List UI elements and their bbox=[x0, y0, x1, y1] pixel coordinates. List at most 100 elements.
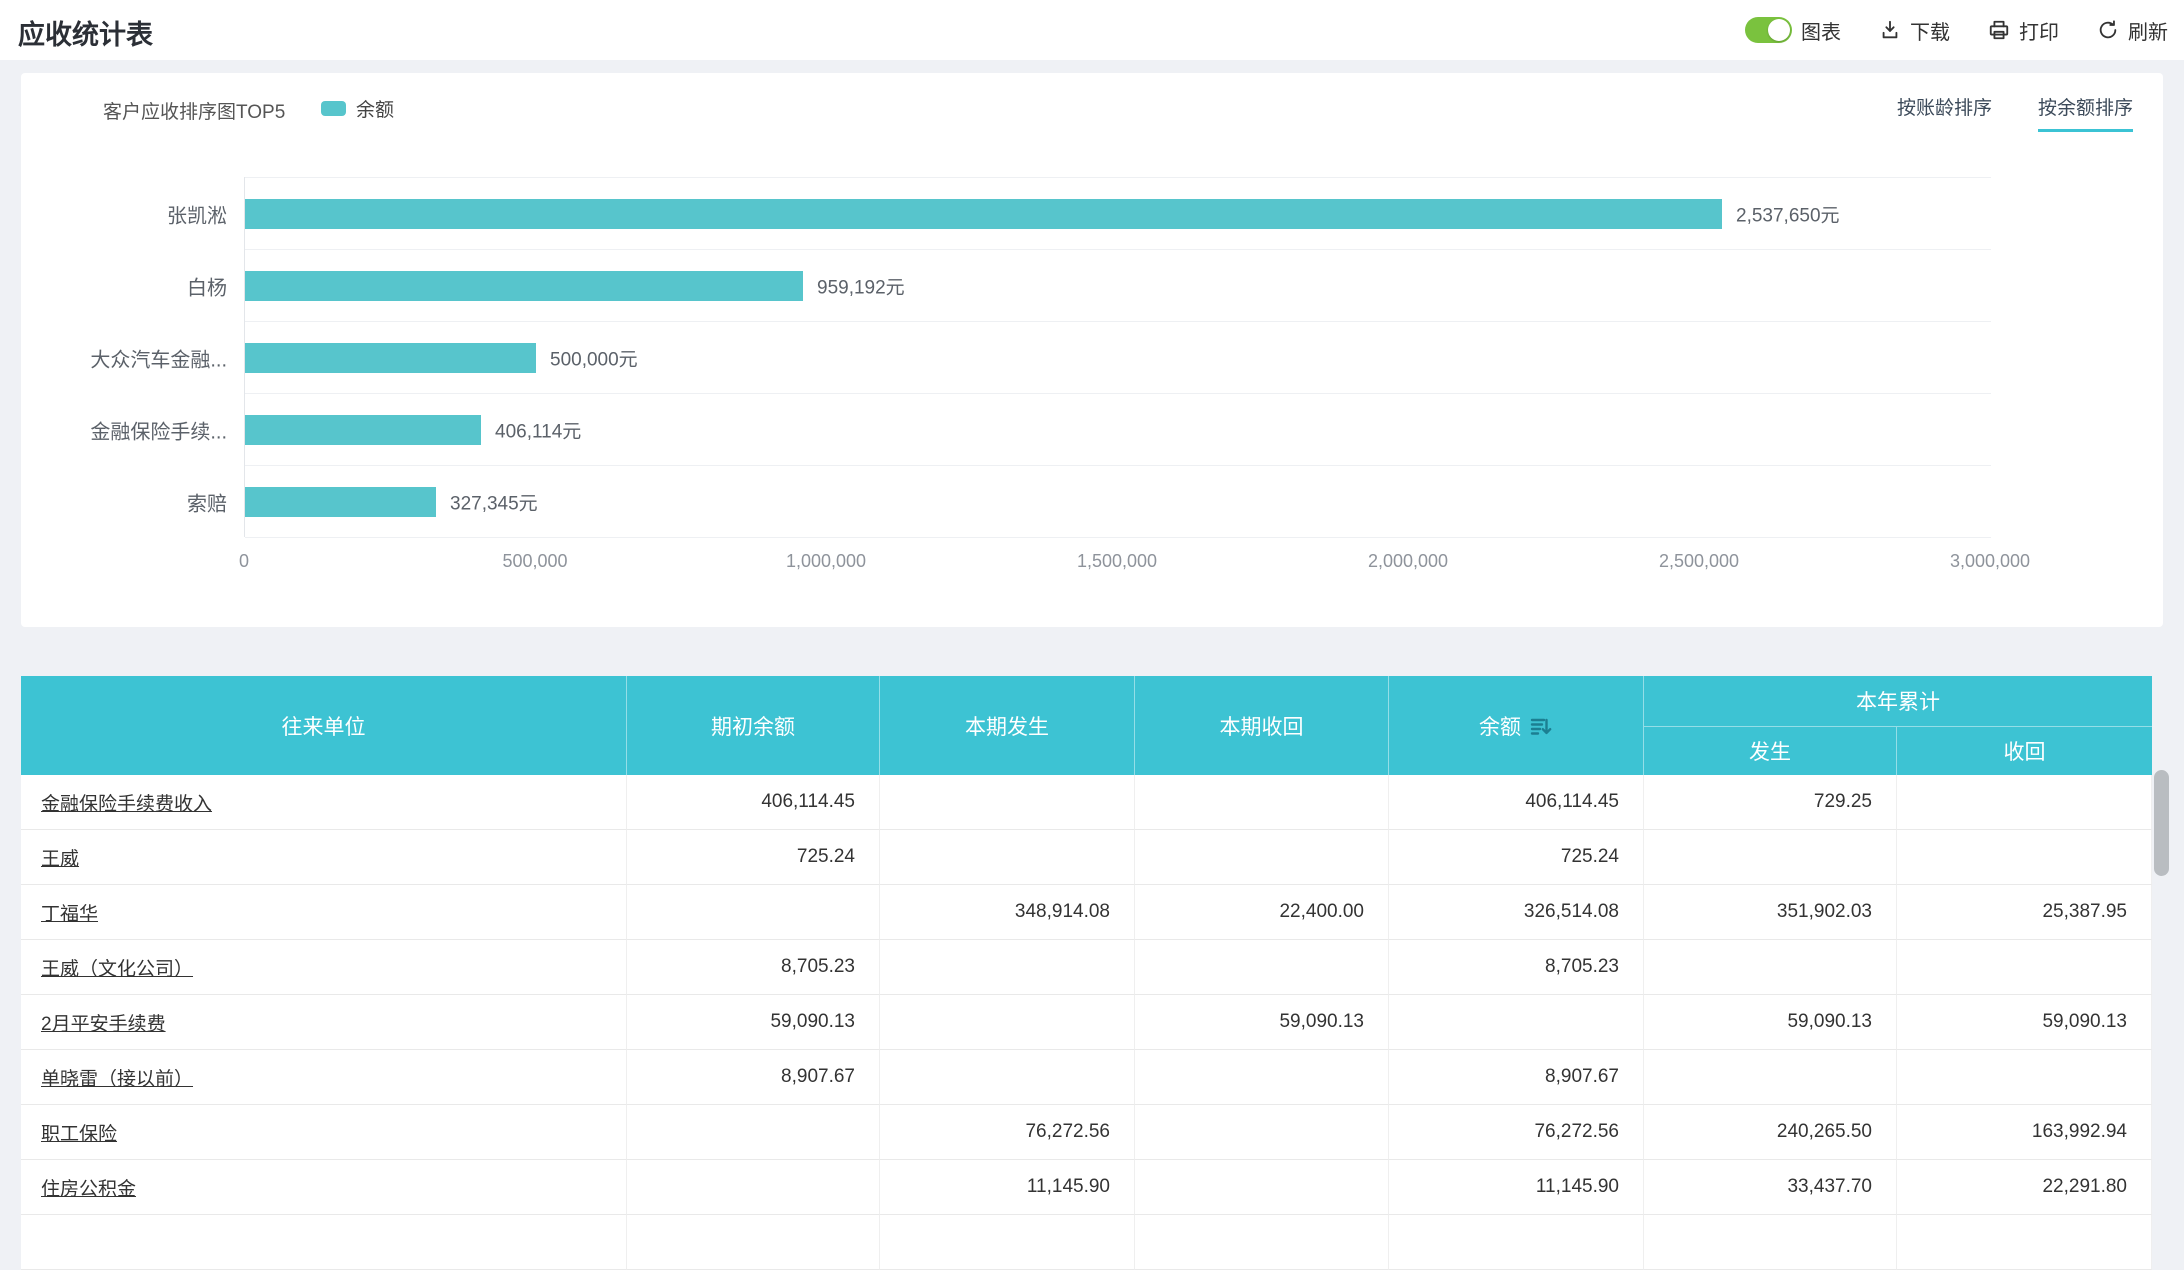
amount-cell: 406,114.45 bbox=[1389, 775, 1644, 830]
bar-3[interactable] bbox=[245, 342, 536, 373]
amount-cell bbox=[1644, 1215, 1897, 1270]
amount-cell: 163,992.94 bbox=[1897, 1105, 2152, 1160]
download-icon bbox=[1879, 19, 1901, 41]
amount-cell bbox=[1897, 1050, 2152, 1105]
customer-link[interactable]: 王威 bbox=[41, 848, 80, 870]
customer-link[interactable]: 住房公积金 bbox=[41, 1178, 137, 1200]
x-tick-label: 500,000 bbox=[502, 551, 568, 571]
unit-name-cell bbox=[21, 1215, 627, 1270]
amount-cell bbox=[1644, 1050, 1897, 1105]
amount-cell: 25,387.95 bbox=[1897, 885, 2152, 940]
customer-link[interactable]: 职工保险 bbox=[41, 1123, 118, 1145]
amount-cell bbox=[880, 775, 1135, 830]
bar-chart-plot: 张凯淞 2,537,650元 白杨 959,192元 大众汽车金融... 500,000元… bbox=[90, 177, 1991, 538]
col-header-unit: 往来单位 bbox=[21, 676, 627, 775]
amount-cell bbox=[627, 1215, 880, 1270]
table-row: 金融保险手续费收入 406,114.45 406,114.45 729.25 bbox=[21, 775, 2152, 830]
unit-name-cell: 职工保险 bbox=[21, 1105, 627, 1160]
amount-cell: 729.25 bbox=[1644, 775, 1897, 830]
refresh-button[interactable]: 刷新 bbox=[2097, 16, 2168, 45]
bar-4[interactable] bbox=[245, 414, 481, 445]
toggle-switch-on[interactable] bbox=[1745, 17, 1792, 43]
amount-cell bbox=[627, 1105, 880, 1160]
print-button[interactable]: 打印 bbox=[1988, 16, 2059, 45]
x-tick-label: 2,500,000 bbox=[1658, 551, 1740, 571]
amount-cell: 240,265.50 bbox=[1644, 1105, 1897, 1160]
legend-swatch bbox=[321, 101, 346, 116]
col-header-current-occurred: 本期发生 bbox=[880, 676, 1135, 775]
balance-header-label: 余额 bbox=[1479, 715, 1521, 739]
col-header-year-occurred: 发生 bbox=[1644, 727, 1897, 775]
chart-toggle[interactable]: 图表 bbox=[1745, 16, 1841, 45]
amount-cell bbox=[880, 995, 1135, 1050]
customer-link[interactable]: 丁福华 bbox=[41, 903, 99, 925]
chart-toggle-label: 图表 bbox=[1801, 21, 1841, 44]
tab-sort-by-balance[interactable]: 按余额排序 bbox=[2037, 93, 2133, 132]
page-title: 应收统计表 bbox=[18, 20, 153, 50]
amount-cell: 326,514.08 bbox=[1389, 885, 1644, 940]
tab-sort-by-aging[interactable]: 按账龄排序 bbox=[1896, 98, 1992, 119]
unit-name-cell: 王威 bbox=[21, 830, 627, 885]
customer-link[interactable]: 王威（文化公司） bbox=[41, 958, 194, 980]
customer-link[interactable]: 金融保险手续费收入 bbox=[41, 793, 213, 815]
amount-cell bbox=[1135, 1050, 1389, 1105]
chart-legend[interactable]: 余额 bbox=[321, 95, 394, 122]
amount-cell bbox=[880, 1050, 1135, 1105]
x-tick-label: 3,000,000 bbox=[1949, 551, 2031, 571]
amount-cell: 351,902.03 bbox=[1644, 885, 1897, 940]
customer-link[interactable]: 单晓雷（接以前） bbox=[41, 1068, 194, 1090]
amount-cell: 59,090.13 bbox=[1897, 995, 2152, 1050]
chart-category-row: 白杨 959,192元 bbox=[187, 250, 1991, 322]
bar-value-label: 327,345元 bbox=[450, 493, 538, 514]
amount-cell: 348,914.08 bbox=[880, 885, 1135, 940]
amount-cell bbox=[880, 830, 1135, 885]
amount-cell: 33,437.70 bbox=[1644, 1160, 1897, 1215]
amount-cell bbox=[1135, 830, 1389, 885]
sort-descending-icon[interactable] bbox=[1529, 714, 1553, 738]
download-button[interactable]: 下载 bbox=[1879, 16, 1950, 45]
amount-cell bbox=[627, 885, 880, 940]
amount-cell: 725.24 bbox=[1389, 830, 1644, 885]
amount-cell bbox=[1135, 940, 1389, 995]
table-row: 单晓雷（接以前） 8,907.67 8,907.67 bbox=[21, 1050, 2152, 1105]
toggle-knob bbox=[1768, 19, 1790, 41]
x-axis-ticks: 0 500,000 1,000,000 1,500,000 2,000,000 2,500… bbox=[239, 551, 2030, 577]
category-label: 大众汽车金融... bbox=[90, 349, 227, 371]
amount-cell: 8,907.67 bbox=[627, 1050, 880, 1105]
amount-cell: 59,090.13 bbox=[1644, 995, 1897, 1050]
chart-title: 客户应收排序图TOP5 bbox=[103, 102, 286, 123]
table-row: 职工保险 76,272.56 76,272.56 240,265.50 163,992.… bbox=[21, 1105, 2152, 1160]
amount-cell: 406,114.45 bbox=[627, 775, 880, 830]
customer-link[interactable]: 2月平安手续费 bbox=[41, 1013, 166, 1035]
x-tick-label: 2,000,000 bbox=[1367, 551, 1449, 571]
table-row: 王威 725.24 725.24 bbox=[21, 830, 2152, 885]
legend-label: 余额 bbox=[356, 100, 395, 121]
unit-name-cell: 王威（文化公司） bbox=[21, 940, 627, 995]
amount-cell bbox=[1135, 1105, 1389, 1160]
bar-1[interactable] bbox=[245, 198, 1722, 229]
category-label: 白杨 bbox=[187, 277, 227, 299]
amount-cell: 76,272.56 bbox=[880, 1105, 1135, 1160]
amount-cell: 22,291.80 bbox=[1897, 1160, 2152, 1215]
table-row: 王威（文化公司） 8,705.23 8,705.23 bbox=[21, 940, 2152, 995]
bar-value-label: 2,537,650元 bbox=[1736, 205, 1840, 226]
amount-cell bbox=[1389, 1215, 1644, 1270]
bar-value-label: 500,000元 bbox=[550, 349, 638, 370]
unit-name-cell: 住房公积金 bbox=[21, 1160, 627, 1215]
amount-cell bbox=[1135, 1160, 1389, 1215]
refresh-label: 刷新 bbox=[2128, 21, 2168, 44]
col-header-balance[interactable]: 余额 bbox=[1389, 676, 1644, 775]
amount-cell bbox=[1135, 1215, 1389, 1270]
amount-cell bbox=[1897, 830, 2152, 885]
bar-2[interactable] bbox=[245, 270, 803, 301]
chart-category-row: 索赔 327,345元 bbox=[187, 466, 1991, 538]
table-scrollbar-thumb[interactable] bbox=[2154, 770, 2169, 876]
col-header-year-received: 收回 bbox=[1897, 727, 2152, 775]
chart-category-row: 金融保险手续... 406,114元 bbox=[90, 394, 1991, 466]
bar-5[interactable] bbox=[245, 486, 436, 517]
bar-value-label: 406,114元 bbox=[495, 421, 582, 442]
statistics-table: 往来单位 期初余额 本期发生 本期收回 余额 本年累计 发生 收回 bbox=[21, 676, 2152, 1270]
amount-cell: 11,145.90 bbox=[880, 1160, 1135, 1215]
amount-cell: 8,705.23 bbox=[627, 940, 880, 995]
